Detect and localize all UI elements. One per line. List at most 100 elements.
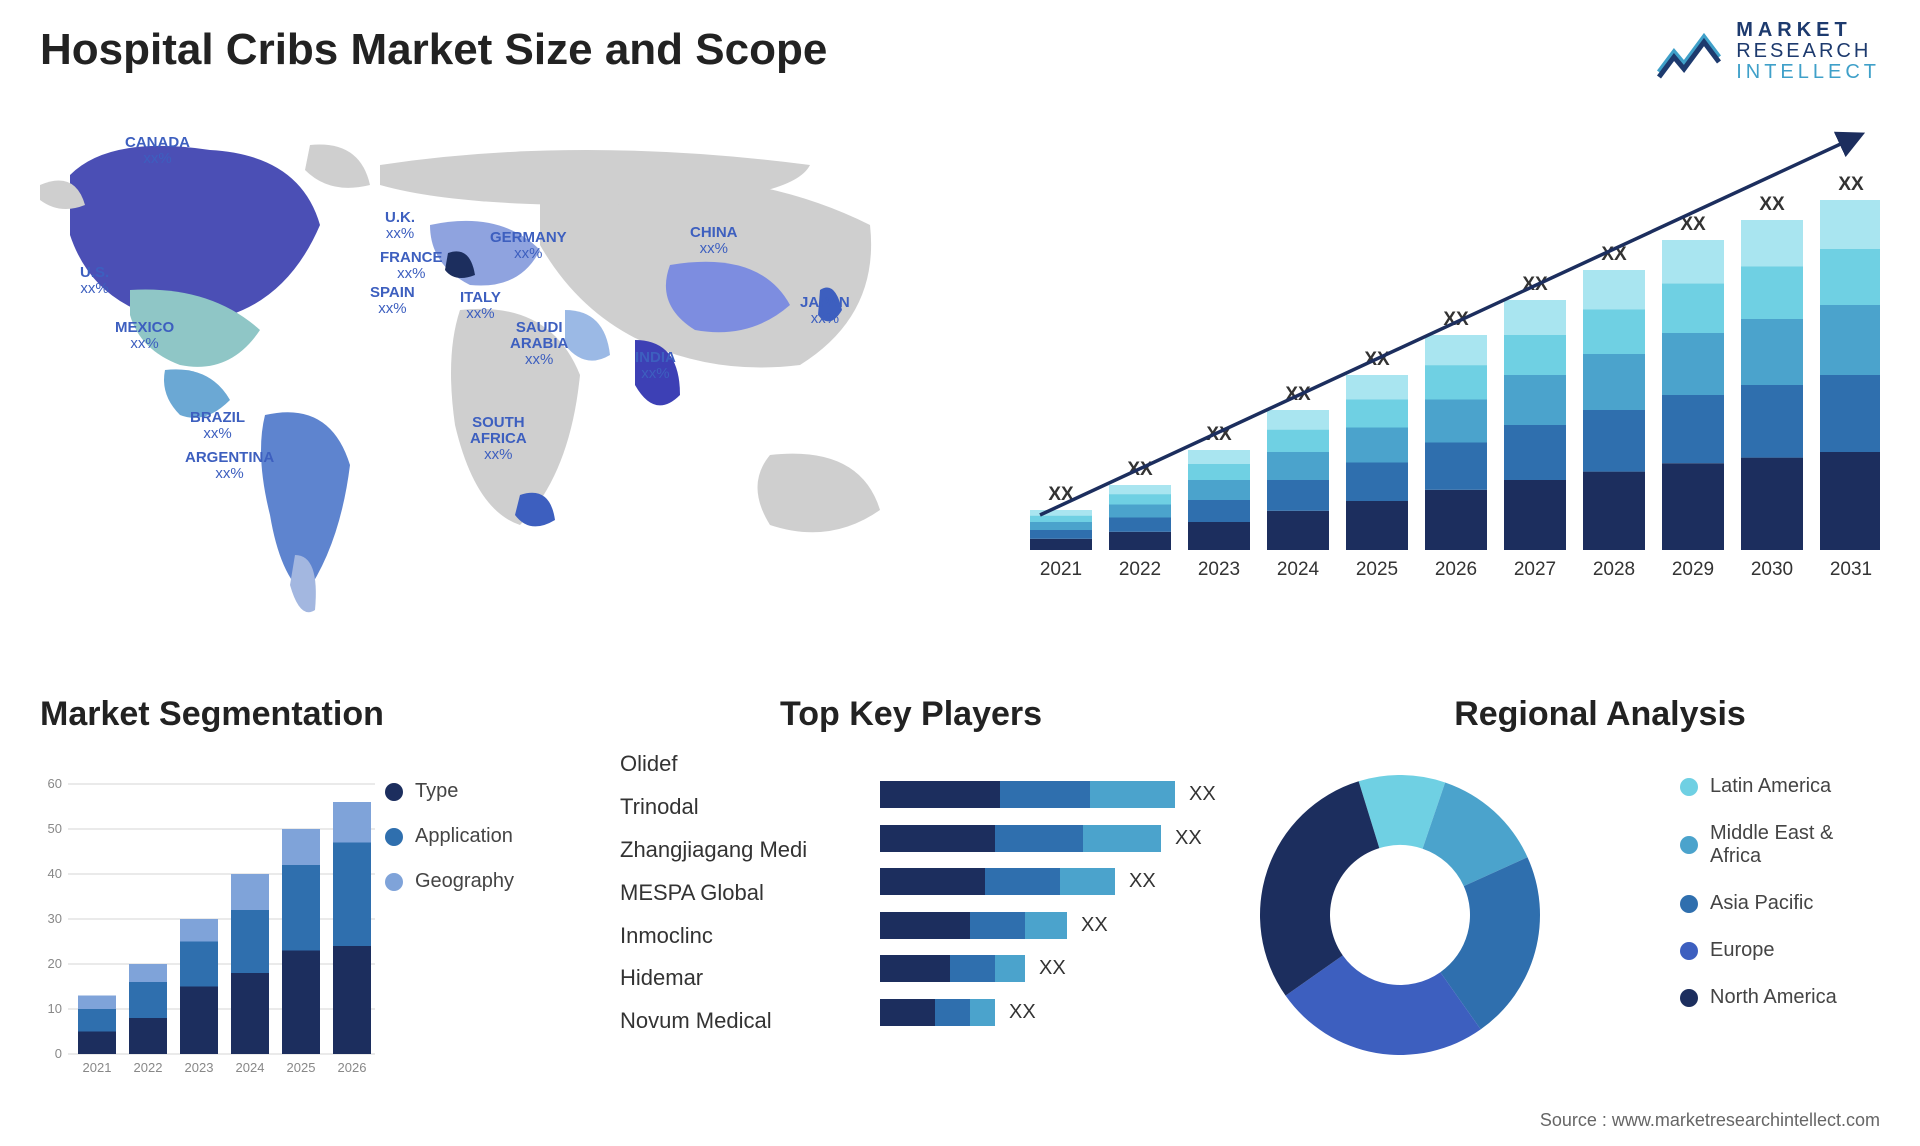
seg-bar-seg bbox=[78, 996, 116, 1010]
forecast-bar-seg bbox=[1820, 200, 1880, 249]
forecast-year-label: 2021 bbox=[1040, 559, 1082, 580]
forecast-year-label: 2029 bbox=[1672, 559, 1714, 580]
svg-text:50: 50 bbox=[48, 821, 62, 836]
forecast-bar-seg bbox=[1109, 485, 1171, 494]
svg-text:2025: 2025 bbox=[287, 1060, 316, 1075]
svg-text:2023: 2023 bbox=[185, 1060, 214, 1075]
forecast-bar-seg bbox=[1109, 532, 1171, 550]
regional-legend-item: Middle East & Africa bbox=[1680, 822, 1880, 868]
svg-text:2021: 2021 bbox=[83, 1060, 112, 1075]
forecast-bar-seg bbox=[1583, 270, 1645, 309]
map-label-japan: JAPANxx% bbox=[800, 295, 850, 327]
forecast-bar-seg bbox=[1346, 428, 1408, 463]
svg-text:0: 0 bbox=[55, 1046, 62, 1061]
regional-section: Regional Analysis bbox=[1320, 695, 1880, 734]
regional-legend-item: Asia Pacific bbox=[1680, 892, 1880, 915]
player-bar-row: XX bbox=[880, 947, 1300, 991]
forecast-bar-seg bbox=[1425, 365, 1487, 399]
player-bar-value: XX bbox=[1129, 870, 1156, 893]
world-map: CANADAxx%U.S.xx%MEXICOxx%BRAZILxx%ARGENT… bbox=[30, 115, 930, 635]
svg-text:60: 60 bbox=[48, 776, 62, 791]
forecast-bar-seg bbox=[1267, 430, 1329, 452]
forecast-bar-seg bbox=[1504, 300, 1566, 335]
forecast-bar-seg bbox=[1741, 385, 1803, 458]
forecast-bar-seg bbox=[1109, 494, 1171, 504]
players-bars: XXXXXXXXXXXX bbox=[880, 773, 1300, 1034]
forecast-bar-seg bbox=[1504, 480, 1566, 550]
map-label-southafrica: SOUTHAFRICAxx% bbox=[470, 415, 527, 462]
forecast-bar-seg bbox=[1741, 319, 1803, 385]
forecast-year-label: 2030 bbox=[1751, 559, 1793, 580]
forecast-bar-seg bbox=[1188, 522, 1250, 550]
source-attribution: Source : www.marketresearchintellect.com bbox=[1540, 1110, 1880, 1131]
svg-text:2022: 2022 bbox=[134, 1060, 163, 1075]
forecast-year-label: 2026 bbox=[1435, 559, 1477, 580]
segmentation-section: Market Segmentation 01020304050602021202… bbox=[40, 695, 600, 1094]
forecast-bar-seg bbox=[1267, 452, 1329, 480]
logo-line1: MARKET bbox=[1736, 20, 1880, 41]
logo-line2: RESEARCH bbox=[1736, 41, 1880, 62]
forecast-bar-seg bbox=[1346, 501, 1408, 550]
map-label-us: U.S.xx% bbox=[80, 265, 109, 297]
logo-icon bbox=[1654, 22, 1724, 82]
regional-title: Regional Analysis bbox=[1320, 695, 1880, 734]
svg-text:2024: 2024 bbox=[236, 1060, 265, 1075]
regional-legend-item: Europe bbox=[1680, 939, 1880, 962]
forecast-bar-seg bbox=[1820, 375, 1880, 452]
svg-text:20: 20 bbox=[48, 956, 62, 971]
forecast-chart: XX2021XX2022XX2023XX2024XX2025XX2026XX20… bbox=[1010, 120, 1880, 620]
forecast-bar-seg bbox=[1188, 464, 1250, 480]
forecast-bar-seg bbox=[1504, 335, 1566, 375]
forecast-bar-seg bbox=[1109, 518, 1171, 532]
map-label-italy: ITALYxx% bbox=[460, 290, 501, 322]
regional-legend-item: Latin America bbox=[1680, 775, 1880, 798]
forecast-bar-seg bbox=[1030, 516, 1092, 522]
player-name: Novum Medical bbox=[620, 1000, 807, 1043]
seg-bar-seg bbox=[282, 865, 320, 951]
forecast-bar-seg bbox=[1188, 450, 1250, 464]
brand-logo: MARKET RESEARCH INTELLECT bbox=[1654, 20, 1880, 83]
player-name: Olidef bbox=[620, 743, 807, 786]
seg-legend-item: Application bbox=[385, 825, 514, 848]
regional-legend-item: North America bbox=[1680, 986, 1880, 1009]
map-label-spain: SPAINxx% bbox=[370, 285, 415, 317]
forecast-bar-seg bbox=[1030, 530, 1092, 539]
forecast-bar-seg bbox=[1662, 333, 1724, 395]
player-bar-value: XX bbox=[1039, 957, 1066, 980]
player-bar-row: XX bbox=[880, 904, 1300, 948]
logo-line3: INTELLECT bbox=[1736, 62, 1880, 83]
seg-legend-item: Type bbox=[385, 780, 514, 803]
player-name: Zhangjiagang Medi bbox=[620, 829, 807, 872]
forecast-bar-seg bbox=[1425, 400, 1487, 443]
players-list: OlidefTrinodalZhangjiagang MediMESPA Glo… bbox=[620, 743, 807, 1043]
forecast-bar-seg bbox=[1267, 511, 1329, 550]
forecast-bar-seg bbox=[1346, 400, 1408, 428]
forecast-bar-seg bbox=[1741, 220, 1803, 266]
forecast-bar-seg bbox=[1267, 410, 1329, 430]
forecast-bar-seg bbox=[1425, 443, 1487, 490]
map-label-france: FRANCExx% bbox=[380, 250, 443, 282]
player-bar-value: XX bbox=[1175, 827, 1202, 850]
forecast-bar-seg bbox=[1662, 240, 1724, 283]
players-section: Top Key Players bbox=[620, 695, 1280, 734]
forecast-bar-seg bbox=[1030, 510, 1092, 516]
player-bar-value: XX bbox=[1081, 914, 1108, 937]
segmentation-legend: Type Application Geography bbox=[385, 780, 514, 893]
player-bar-value: XX bbox=[1189, 783, 1216, 806]
forecast-bar-seg bbox=[1267, 480, 1329, 511]
seg-bar-seg bbox=[180, 987, 218, 1055]
forecast-bar-seg bbox=[1662, 283, 1724, 333]
forecast-year-label: 2027 bbox=[1514, 559, 1556, 580]
forecast-bar-seg bbox=[1346, 463, 1408, 502]
seg-bar-seg bbox=[78, 1032, 116, 1055]
player-name: MESPA Global bbox=[620, 872, 807, 915]
player-bar-row: XX bbox=[880, 860, 1300, 904]
seg-legend-item: Geography bbox=[385, 870, 514, 893]
forecast-bar-seg bbox=[1820, 452, 1880, 550]
svg-text:10: 10 bbox=[48, 1001, 62, 1016]
seg-bar-seg bbox=[282, 951, 320, 1055]
forecast-year-label: 2025 bbox=[1356, 559, 1398, 580]
seg-bar-seg bbox=[180, 942, 218, 987]
player-bar-row: XX bbox=[880, 773, 1300, 817]
forecast-bar-seg bbox=[1188, 500, 1250, 522]
